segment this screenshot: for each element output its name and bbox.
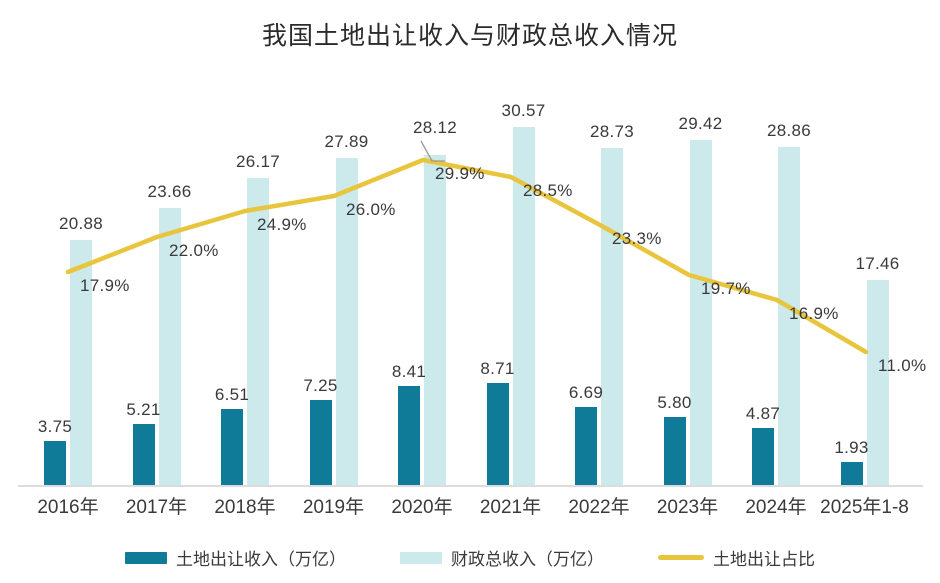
bar-value-label-fiscal-revenue: 26.17 — [235, 152, 281, 172]
bar-value-label-fiscal-revenue: 28.73 — [589, 122, 635, 142]
line-value-label-ratio: 24.9% — [257, 215, 307, 234]
legend-item-2[interactable]: 土地出让占比 — [658, 545, 815, 570]
x-axis-tick-label: 2022年 — [568, 497, 630, 518]
line-value-label-ratio: 23.3% — [612, 229, 662, 248]
bar-fiscal-revenue — [424, 155, 446, 485]
line-value-label-ratio: 26.0% — [346, 200, 396, 219]
bar-value-label-fiscal-revenue: 27.89 — [324, 132, 369, 152]
line-value-label-ratio: 17.9% — [80, 276, 130, 295]
line-value-label-ratio: 22.0% — [169, 241, 219, 260]
line-value-label-ratio: 11.0% — [878, 356, 927, 375]
chart-title: 我国土地出让收入与财政总收入情况 — [261, 22, 678, 50]
line-value-label-ratio: 19.7% — [701, 279, 751, 298]
bar-fiscal-revenue — [866, 280, 889, 485]
bar-land-revenue — [309, 400, 332, 485]
legend-bar-swatch-icon — [125, 551, 167, 564]
bar-fiscal-revenue — [689, 140, 712, 485]
x-axis-tick-label: 2021年 — [479, 497, 542, 518]
line-value-label-ratio: 29.9% — [435, 164, 485, 183]
x-axis-tick-label: 2016年 — [37, 497, 99, 518]
bar-land-revenue — [663, 417, 686, 485]
x-axis-tick-label: 2020年 — [391, 497, 453, 518]
x-axis-tick-label: 2024年 — [745, 497, 807, 518]
legend-bar-swatch-icon — [400, 551, 442, 564]
x-axis-tick-label: 2019年 — [302, 497, 365, 518]
bar-land-revenue — [398, 386, 420, 485]
x-axis-line — [18, 485, 923, 487]
bar-land-revenue — [575, 406, 597, 485]
bar-land-revenue — [840, 462, 863, 485]
legend-label: 财政总收入（万亿） — [451, 550, 604, 569]
bar-value-label-land-revenue: 4.87 — [745, 403, 781, 423]
x-axis-tick-label: 2023年 — [656, 497, 719, 518]
bar-land-revenue — [752, 427, 774, 485]
bar-land-revenue — [44, 441, 66, 485]
bar-value-label-land-revenue: 3.75 — [37, 417, 73, 437]
legend-label: 土地出让占比 — [713, 550, 815, 569]
bar-value-label-land-revenue: 8.41 — [391, 362, 427, 382]
bar-value-label-land-revenue: 5.80 — [657, 393, 692, 413]
bar-value-label-land-revenue: 6.69 — [568, 382, 604, 402]
bar-value-label-land-revenue: 6.51 — [214, 384, 250, 404]
line-value-label-ratio: 16.9% — [789, 304, 839, 323]
bar-value-label-fiscal-revenue: 30.57 — [501, 100, 546, 120]
bar-value-label-land-revenue: 1.93 — [834, 438, 869, 458]
line-value-label-ratio: 28.5% — [523, 181, 573, 200]
bar-land-revenue — [486, 382, 509, 485]
bar-value-label-land-revenue: 8.71 — [480, 358, 515, 378]
bar-value-label-fiscal-revenue: 28.86 — [766, 120, 812, 140]
x-axis-labels: 2016年 2017年 2018年 2019年 2020年 2021年 2022年 2023年… — [0, 492, 940, 528]
bar-value-label-fiscal-revenue: 17.46 — [855, 254, 900, 274]
chart-legend: 土地出让收入（万亿） 财政总收入（万亿） 土地出让占比 — [0, 545, 940, 570]
bar-land-revenue — [132, 423, 155, 485]
bar-value-label-fiscal-revenue: 20.88 — [58, 214, 104, 234]
bar-value-label-land-revenue: 5.21 — [126, 399, 161, 419]
bar-value-label-fiscal-revenue: 23.66 — [147, 181, 192, 201]
x-axis-tick-label: 2018年 — [214, 497, 276, 518]
bar-value-label-fiscal-revenue: 28.12 — [412, 118, 458, 137]
legend-item-0[interactable]: 土地出让收入（万亿） — [125, 545, 346, 570]
legend-label: 土地出让收入（万亿） — [176, 550, 346, 569]
x-axis-tick-label: 2017年 — [125, 497, 188, 518]
bar-value-label-land-revenue: 7.25 — [303, 376, 338, 396]
bar-fiscal-revenue — [601, 148, 623, 485]
x-axis-tick-label: 2025年1-8 — [820, 497, 909, 518]
bar-land-revenue — [221, 408, 243, 485]
bar-value-label-fiscal-revenue: 29.42 — [678, 114, 723, 134]
legend-line-swatch-icon — [658, 555, 704, 560]
legend-item-1[interactable]: 财政总收入（万亿） — [400, 545, 604, 570]
